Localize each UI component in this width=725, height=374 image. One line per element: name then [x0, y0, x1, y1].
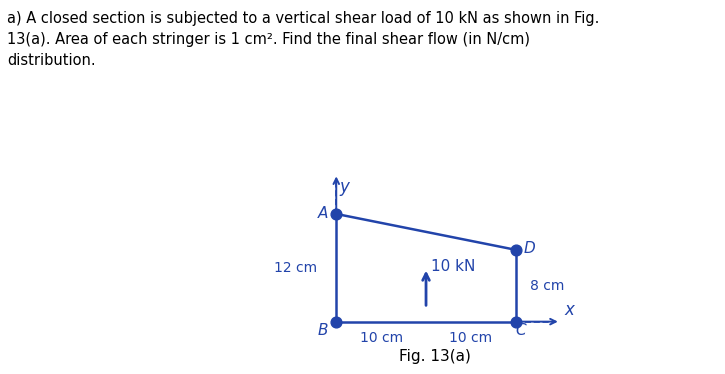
- Text: 8 cm: 8 cm: [530, 279, 564, 293]
- Text: x: x: [564, 301, 574, 319]
- Text: 12 cm: 12 cm: [274, 261, 318, 275]
- Point: [510, 247, 521, 253]
- Text: a) A closed section is subjected to a vertical shear load of 10 kN as shown in F: a) A closed section is subjected to a ve…: [7, 11, 600, 68]
- Text: 10 kN: 10 kN: [431, 259, 475, 274]
- Text: 10 cm: 10 cm: [360, 331, 402, 345]
- Text: A: A: [318, 206, 328, 221]
- Point: [331, 319, 342, 325]
- Text: D: D: [523, 240, 535, 255]
- Text: C: C: [515, 323, 526, 338]
- Text: Fig. 13(a): Fig. 13(a): [399, 349, 471, 364]
- Point: [331, 211, 342, 217]
- Text: B: B: [318, 323, 328, 338]
- Text: y: y: [339, 178, 349, 196]
- Point: [510, 319, 521, 325]
- Text: 10 cm: 10 cm: [450, 331, 492, 345]
